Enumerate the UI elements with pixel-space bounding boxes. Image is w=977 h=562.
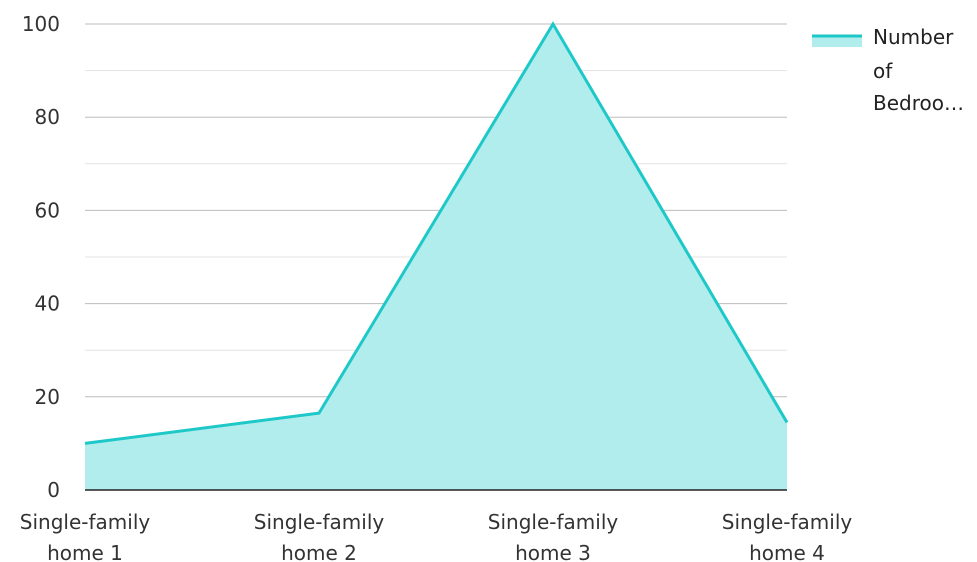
legend: Number of Bedroo… [812,25,964,115]
legend-label-line-3: Bedroo… [873,91,964,115]
legend-label-line-1: Number [873,25,954,49]
y-tick-label: 40 [35,292,60,316]
x-tick-label: Single-family home 1 [20,510,151,562]
x-tick-label: Single-family home 3 [488,510,619,562]
x-axis-ticks: Single-family home 1 Single-family home 2 Si… [20,510,853,562]
x-tick-label: Single-family home 4 [722,510,853,562]
legend-swatch [812,35,862,47]
series-line [84,21,789,445]
y-tick-label: 60 [35,198,60,222]
area-fill [85,24,787,490]
x-tick-label: Single-family home 2 [254,510,385,562]
series-area [84,21,789,490]
y-axis-ticks: 0 20 40 60 80 100 [22,12,60,502]
legend-label-line-2: of [873,59,893,83]
y-tick-label: 20 [35,385,60,409]
y-tick-label: 80 [35,105,60,129]
y-tick-label: 100 [22,12,60,36]
y-tick-label: 0 [47,478,60,502]
